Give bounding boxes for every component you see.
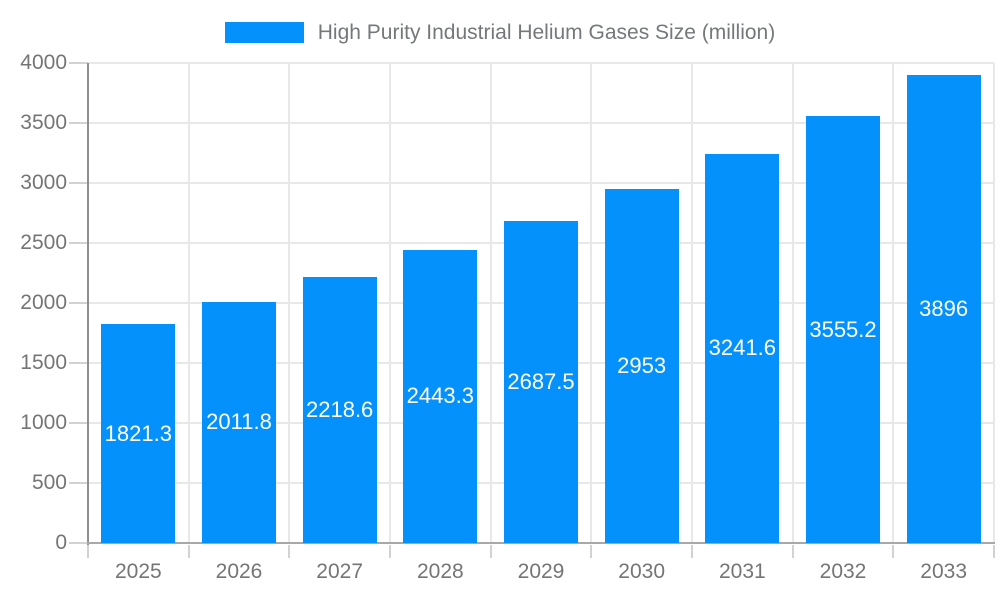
bar-2028[interactable]: 2443.3 (403, 249, 478, 543)
y-axis-line (87, 63, 89, 545)
x-axis-label: 2032 (819, 560, 867, 583)
x-tick (791, 545, 794, 558)
v-gridline (791, 63, 794, 543)
y-axis-label: 3000 (20, 171, 67, 194)
v-gridline (892, 63, 895, 543)
bar-value-label: 3896 (919, 296, 969, 322)
y-tick (69, 302, 88, 304)
x-axis-label: 2033 (920, 560, 968, 583)
v-gridline (389, 63, 391, 543)
y-tick (69, 542, 88, 544)
h-gridline (88, 122, 994, 124)
y-tick (69, 182, 88, 184)
v-gridline (590, 63, 593, 543)
y-axis-label: 3500 (20, 111, 67, 134)
bar-2030[interactable]: 2953 (604, 188, 679, 543)
bar-value-label: 1821.3 (104, 420, 172, 446)
x-axis-label: 2028 (416, 560, 464, 583)
x-axis-label: 2031 (718, 560, 766, 583)
x-axis-label: 2029 (517, 560, 565, 583)
bar-value-label: 2953 (617, 352, 667, 378)
v-gridline (691, 63, 693, 543)
y-tick (69, 362, 88, 364)
bar-2029[interactable]: 2687.5 (504, 220, 578, 543)
y-tick (69, 62, 88, 64)
x-tick (187, 545, 190, 558)
h-gridline (88, 62, 994, 64)
h-gridline (88, 182, 994, 184)
x-axis-label: 2030 (618, 560, 666, 583)
y-axis-label: 1500 (20, 351, 67, 374)
bar-value-label: 3241.6 (708, 335, 776, 361)
x-axis-label: 2027 (316, 560, 364, 583)
bar-value-label: 2218.6 (306, 396, 374, 422)
bar-value-label: 3555.2 (809, 316, 877, 342)
v-gridline (187, 63, 190, 543)
bar-2031[interactable]: 3241.6 (705, 154, 780, 543)
x-tick (489, 545, 492, 558)
x-tick (590, 545, 593, 558)
legend-label: High Purity Industrial Helium Gases Size… (317, 20, 776, 44)
x-axis-line (87, 542, 995, 544)
y-axis-label: 1000 (20, 411, 67, 434)
x-tick (691, 545, 693, 558)
legend-swatch-icon (224, 22, 304, 43)
y-axis-label: 0 (55, 531, 67, 554)
v-gridline (489, 63, 492, 543)
x-tick (288, 545, 291, 558)
y-tick (69, 242, 88, 244)
x-axis-label: 2026 (215, 560, 263, 583)
x-tick (389, 545, 391, 558)
bar-value-label: 2687.5 (507, 368, 575, 394)
bar-2033[interactable]: 3896 (906, 75, 981, 543)
bar-value-label: 2011.8 (206, 409, 272, 435)
x-tick (993, 545, 995, 558)
y-tick (69, 122, 88, 124)
y-tick (69, 482, 88, 484)
bar-2027[interactable]: 2218.6 (302, 276, 377, 543)
bar-value-label: 2443.3 (406, 383, 474, 409)
bar-2032[interactable]: 3555.2 (806, 116, 880, 543)
y-axis-label: 4000 (20, 51, 67, 74)
y-tick (69, 422, 88, 424)
bar-2026[interactable]: 2011.8 (202, 301, 276, 543)
chart-legend-item[interactable]: High Purity Industrial Helium Gases Size… (0, 21, 1000, 44)
x-tick (87, 545, 89, 558)
y-axis-label: 2000 (20, 291, 67, 314)
x-tick (892, 545, 895, 558)
v-gridline (288, 63, 291, 543)
y-axis-label: 500 (31, 471, 67, 494)
v-gridline (993, 63, 995, 543)
y-axis-label: 2500 (20, 231, 67, 254)
bar-2025[interactable]: 1821.3 (101, 324, 176, 543)
x-axis-label: 2025 (114, 560, 162, 583)
